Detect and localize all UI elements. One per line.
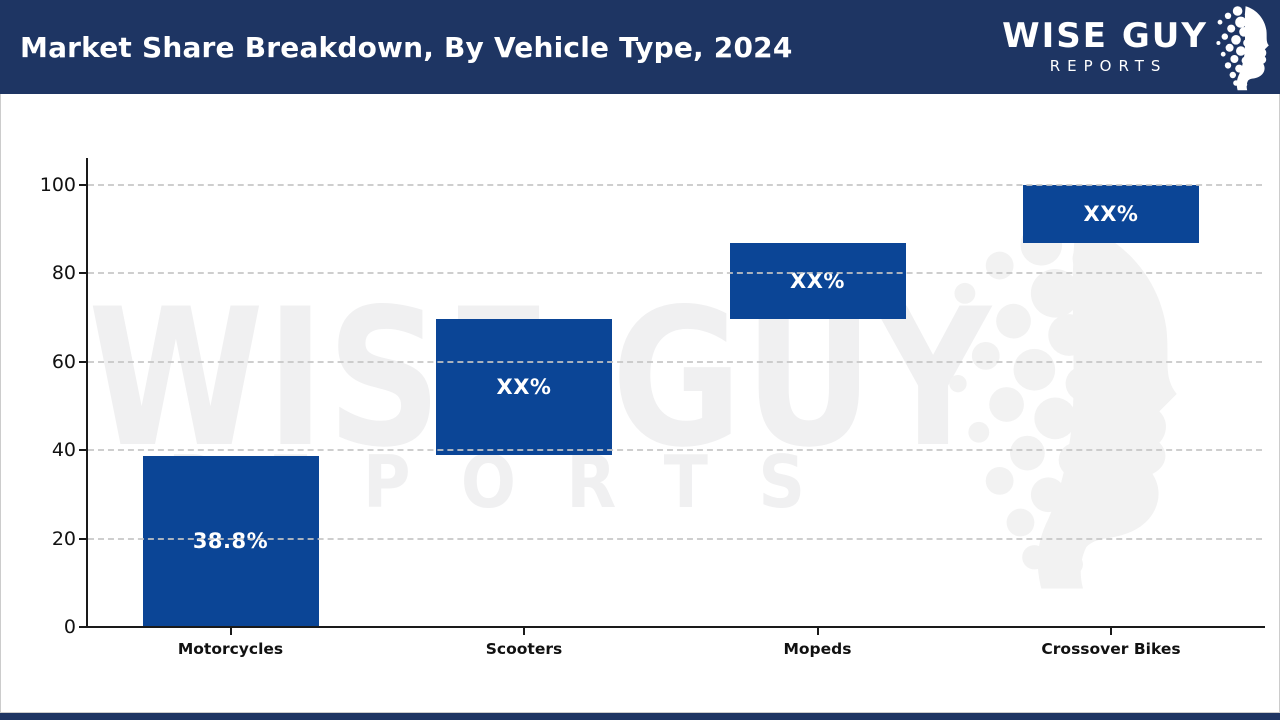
logo-text: WISE GUY REPORTS: [1002, 16, 1208, 75]
y-tick-label: 100: [39, 174, 76, 196]
y-tick-mark: [79, 449, 87, 452]
y-tick-label: 60: [51, 350, 76, 373]
y-tick-mark: [79, 626, 87, 628]
y-tick-mark: [79, 360, 87, 363]
bar-value-label: XX%: [496, 375, 552, 400]
bar-scooters: XX%: [436, 318, 612, 456]
page-title: Market Share Breakdown, By Vehicle Type,…: [20, 30, 793, 64]
x-tick-label: Mopeds: [783, 640, 852, 658]
header-banner: Market Share Breakdown, By Vehicle Type,…: [0, 0, 1280, 94]
gridline-20: [88, 537, 1262, 540]
bar-motorcycles: 38.8%: [142, 455, 319, 627]
gridline-100: [88, 184, 1262, 186]
y-tick-label: 40: [51, 439, 76, 462]
y-tick-mark: [79, 272, 87, 275]
bar-value-label: XX%: [1083, 201, 1139, 226]
x-axis-line: [86, 626, 1265, 628]
y-axis-line: [86, 158, 88, 627]
y-tick-label: 0: [63, 616, 76, 638]
gridline-40: [88, 449, 1262, 452]
wise-guy-reports-logo: WISE GUY REPORTS: [1002, 3, 1280, 91]
x-tick-mark: [1110, 628, 1112, 635]
bar-crossover-bikes: XX%: [1023, 185, 1199, 243]
logo-reports-label: REPORTS: [1049, 56, 1168, 75]
gridline-60: [88, 360, 1262, 363]
x-tick-label: Motorcycles: [177, 640, 284, 658]
left-border-line: [0, 0, 1, 720]
y-tick-label: 80: [51, 262, 76, 285]
wiseguy-head-icon: [1216, 6, 1269, 91]
bar-mopeds: XX%: [729, 242, 906, 319]
y-tick-label: 20: [51, 527, 76, 550]
x-tick-label: Scooters: [485, 640, 563, 658]
footer-hairline: [0, 712, 1280, 713]
x-tick-mark: [523, 628, 525, 635]
logo-wiseguy-label: WISE GUY: [1002, 16, 1208, 57]
x-tick-mark: [816, 628, 819, 635]
gridline-80: [88, 272, 1262, 275]
bar-value-label: 38.8%: [192, 529, 269, 554]
x-tick-label: Crossover Bikes: [1041, 640, 1181, 658]
footer-bar: [0, 713, 1280, 720]
y-tick-mark: [79, 537, 87, 540]
x-tick-mark: [229, 628, 232, 635]
y-tick-mark: [79, 184, 87, 186]
